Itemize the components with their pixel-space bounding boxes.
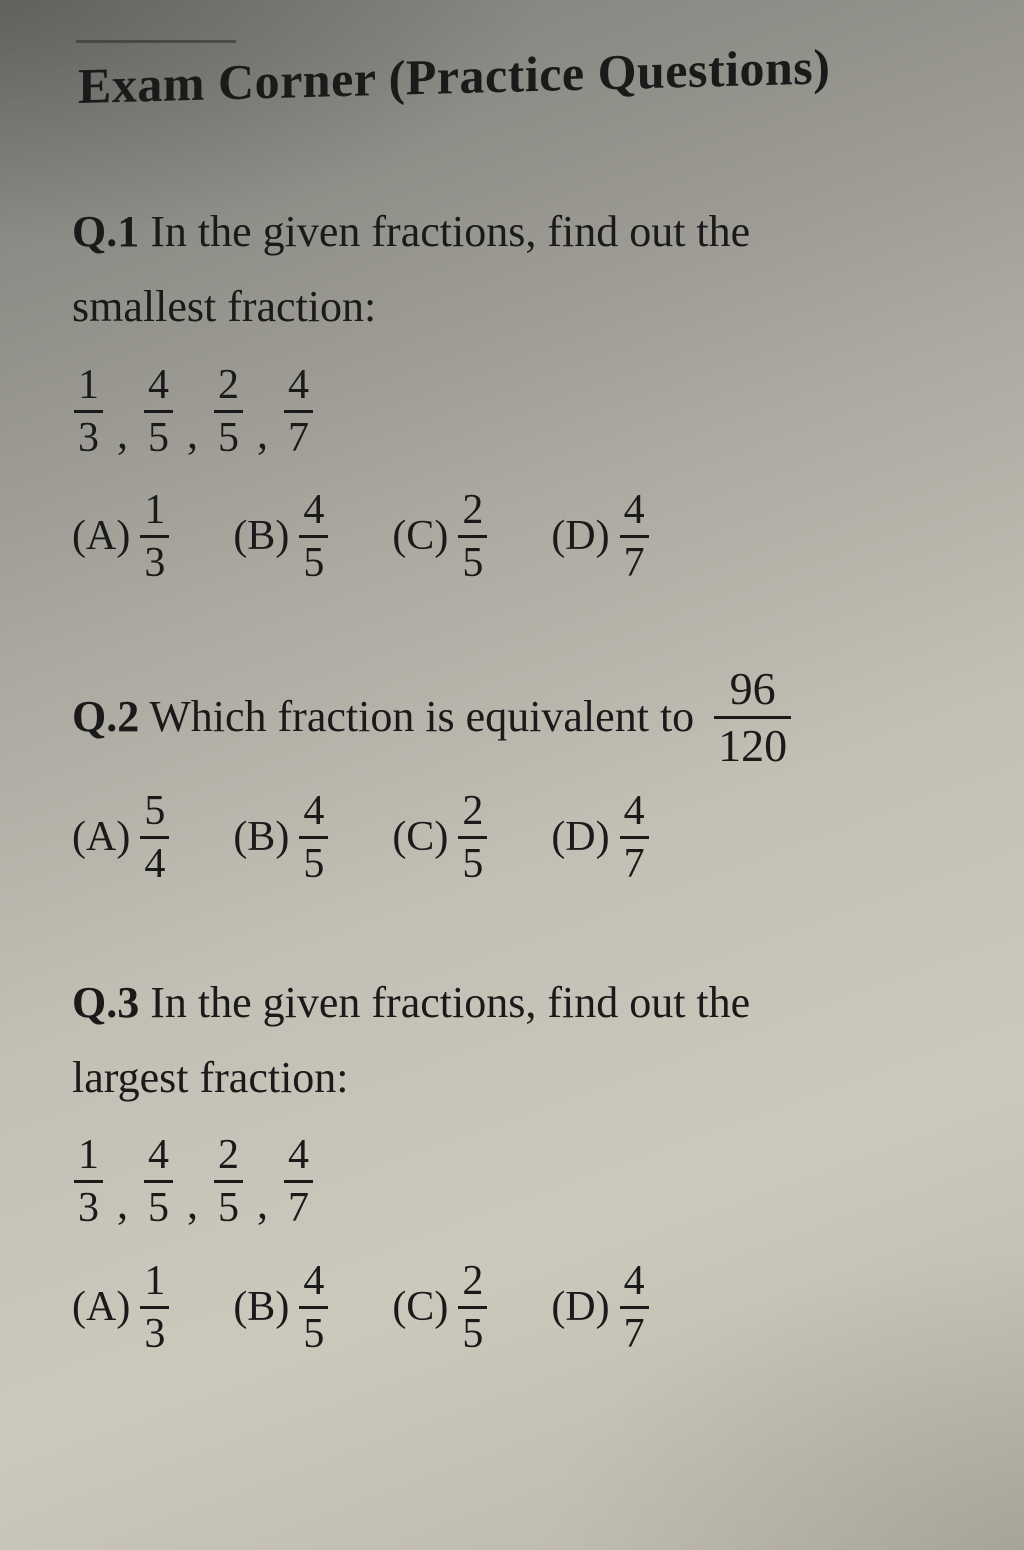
q3-option-c[interactable]: (C)25 <box>392 1259 487 1356</box>
fraction: 13 <box>74 363 103 460</box>
section-heading: Exam Corner (Practice Questions) <box>78 34 974 115</box>
q3-option-d[interactable]: (D)47 <box>551 1259 648 1356</box>
top-rule <box>76 40 236 43</box>
q1-option-a[interactable]: (A)13 <box>72 488 169 585</box>
q2-options: (A)54 (B)45 (C)25 (D)47 <box>72 789 974 886</box>
q1-option-c[interactable]: (C)25 <box>392 488 487 585</box>
q2-option-a[interactable]: (A)54 <box>72 789 169 886</box>
q2-option-b[interactable]: (B)45 <box>233 789 328 886</box>
q2-number: Q.2 <box>72 680 139 755</box>
fraction: 47 <box>284 1133 313 1230</box>
q3-options: (A)13 (B)45 (C)25 (D)47 <box>72 1259 974 1356</box>
q1-fraction-list: 13, 45, 25, 47 <box>74 363 974 460</box>
q2-option-d[interactable]: (D)47 <box>551 789 648 886</box>
question-2: Q.2 Which fraction is equivalent to 9612… <box>72 665 974 886</box>
fraction: 45 <box>144 363 173 460</box>
q1-option-b[interactable]: (B)45 <box>233 488 328 585</box>
q3-option-b[interactable]: (B)45 <box>233 1259 328 1356</box>
q3-line1: In the given fractions, find out the <box>150 978 750 1027</box>
q2-rhs-fraction: 96120 <box>714 665 791 771</box>
fraction: 25 <box>214 363 243 460</box>
q3-option-a[interactable]: (A)13 <box>72 1259 169 1356</box>
q1-line1: In the given fractions, find out the <box>150 207 750 256</box>
question-1: Q.1 In the given fractions, find out the… <box>72 195 974 585</box>
q1-option-d[interactable]: (D)47 <box>551 488 648 585</box>
q1-line2: smallest fraction: <box>72 282 376 331</box>
fraction: 45 <box>144 1133 173 1230</box>
q3-fraction-list: 13, 45, 25, 47 <box>74 1133 974 1230</box>
fraction: 25 <box>214 1133 243 1230</box>
q3-number: Q.3 <box>72 978 139 1027</box>
fraction: 13 <box>74 1133 103 1230</box>
q3-text: Q.3 In the given fractions, find out the… <box>72 966 974 1116</box>
q2-line: Which fraction is equivalent to <box>149 680 694 755</box>
q3-line2: largest fraction: <box>72 1053 349 1102</box>
q1-number: Q.1 <box>72 207 139 256</box>
q1-text: Q.1 In the given fractions, find out the… <box>72 195 974 345</box>
q1-options: (A)13 (B)45 (C)25 (D)47 <box>72 488 974 585</box>
fraction: 47 <box>284 363 313 460</box>
q2-text: Q.2 Which fraction is equivalent to 9612… <box>72 665 974 771</box>
question-3: Q.3 In the given fractions, find out the… <box>72 966 974 1356</box>
q2-option-c[interactable]: (C)25 <box>392 789 487 886</box>
